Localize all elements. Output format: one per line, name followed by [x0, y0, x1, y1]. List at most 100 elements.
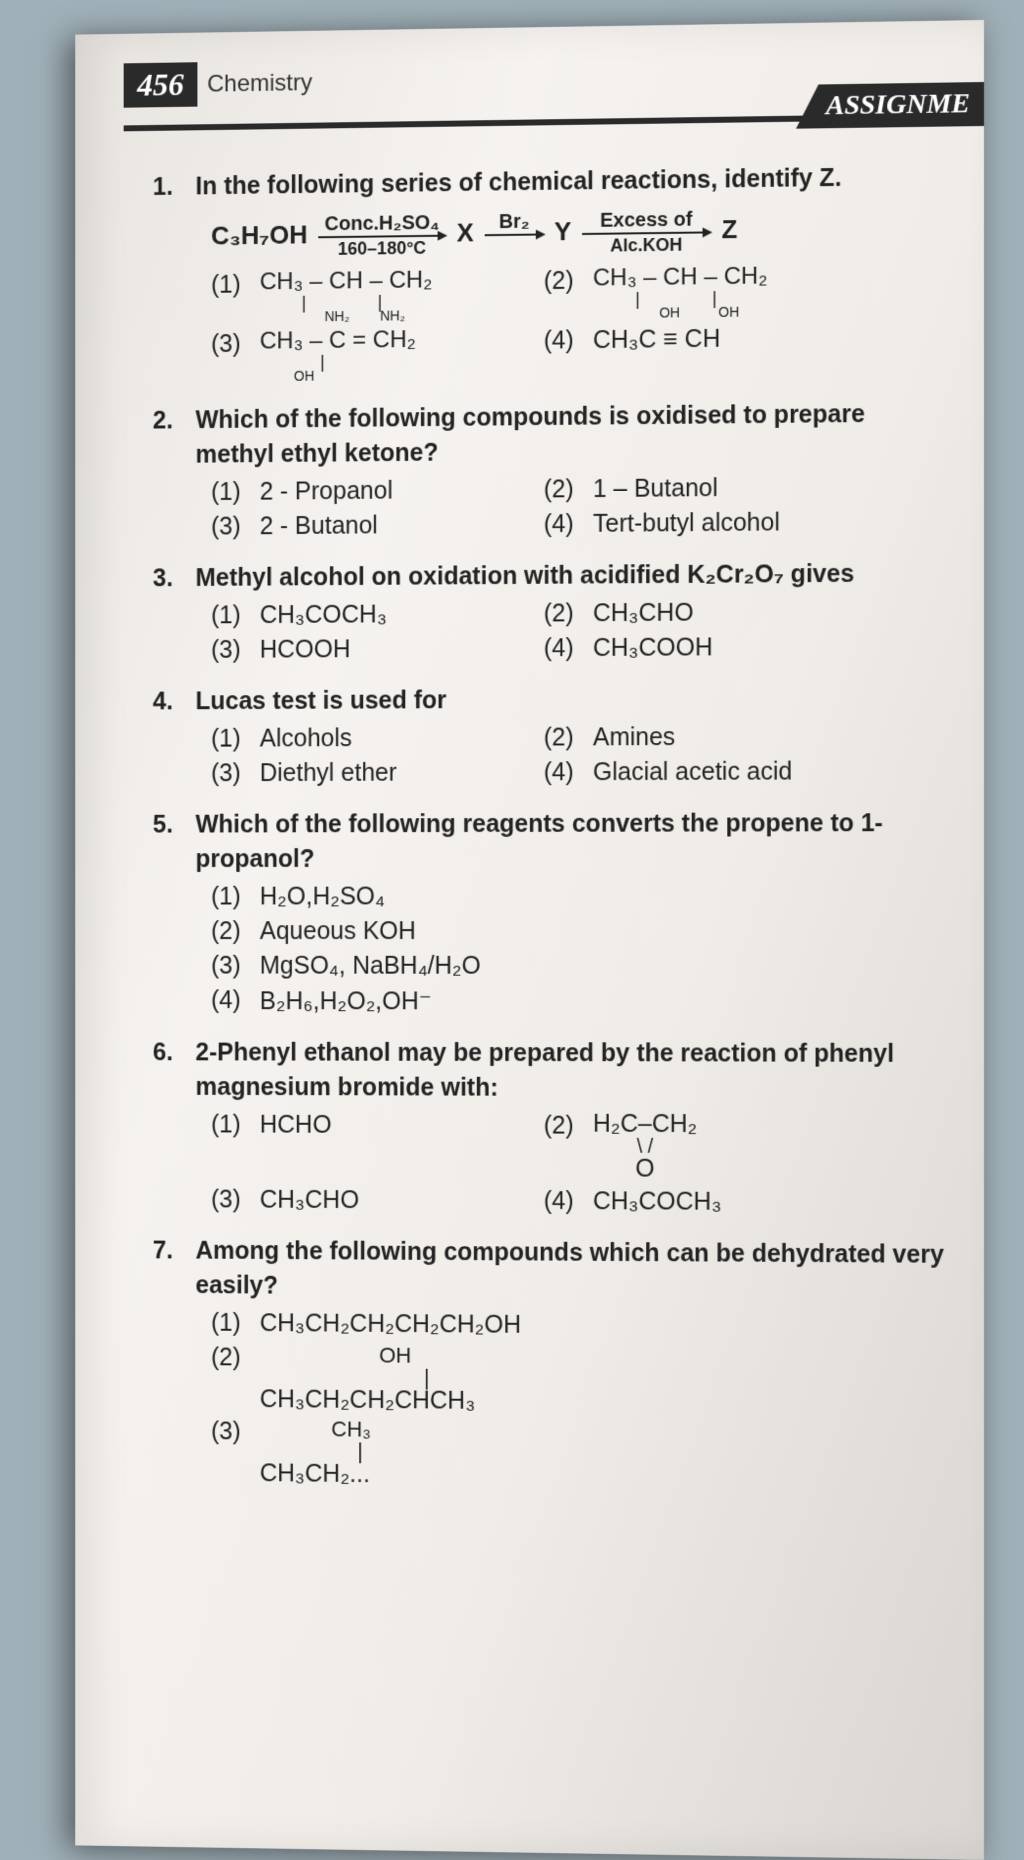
q2-opt2: (2)1 – Butanol	[544, 473, 881, 505]
arrow3-bot: Alc.KOH	[582, 235, 710, 254]
question-4: 4. Lucas test is used for	[153, 681, 944, 719]
q3-o2n: (2)	[544, 599, 593, 628]
q3-opt3: (3)HCOOH	[211, 634, 544, 664]
arrow2-line	[485, 233, 544, 236]
q4-o2: Amines	[593, 723, 675, 752]
arrow-2: Br₂	[485, 212, 544, 256]
q2-o4n: (4)	[544, 510, 593, 539]
q5-o3: MgSO₄, NaBH₄/H₂O	[260, 952, 481, 981]
q6-o3n: (3)	[211, 1186, 260, 1215]
q4-o3: Diethyl ether	[260, 759, 397, 788]
q1-opt1-n: (1)	[211, 271, 260, 325]
q2-o4: Tert-butyl alcohol	[593, 509, 780, 539]
question-1: 1. In the following series of chemical r…	[153, 160, 944, 205]
q1-opt4: (4) CH₃C ≡ CH	[544, 323, 881, 380]
q7-o1n: (1)	[211, 1309, 260, 1338]
q3-num: 3.	[153, 561, 196, 596]
q7-o3-main: CH₃CH₂...	[260, 1461, 371, 1487]
q1-opt3-sub: OH	[260, 368, 416, 383]
q3-opt1: (1)CH₃COCH₃	[211, 600, 544, 631]
q6-opt3: (3)CH₃CHO	[211, 1186, 544, 1216]
q1-opt2-top: CH₃ – CH – CH₂	[593, 265, 767, 291]
q6-opt1: (1)HCHO	[211, 1111, 544, 1181]
q4-o1: Alcohols	[260, 724, 352, 753]
q1-reactant: C₃H₇OH	[211, 219, 307, 250]
arrow2-bot	[485, 237, 544, 256]
q7-o2-top: OH	[260, 1344, 475, 1367]
q7-o2-struct: OH | CH₃CH₂CH₂CHCH₃	[260, 1344, 475, 1414]
q1-x: X	[457, 217, 474, 247]
q6-o1: HCHO	[260, 1111, 332, 1180]
q3-o3n: (3)	[211, 636, 260, 665]
q7-o2-main: CH₃CH₂CH₂CHCH₃	[260, 1387, 475, 1413]
q1-opt2-struct: CH₃ – CH – CH₂ | | OH OH	[593, 265, 767, 321]
question-2: 2. Which of the following compounds is o…	[153, 396, 944, 473]
q5-opt4: (4)B₂H₆,H₂O₂,OH⁻	[211, 986, 544, 1016]
subject-label: Chemistry	[207, 69, 312, 98]
q2-opt4: (4)Tert-butyl alcohol	[544, 508, 881, 539]
q3-o4n: (4)	[544, 634, 593, 663]
q4-num: 4.	[153, 685, 196, 720]
q7-opt2: (2) OH | CH₃CH₂CH₂CHCH₃	[211, 1343, 702, 1415]
q3-o2: CH₃CHO	[593, 599, 694, 628]
q1-opt4-txt: CH₃C ≡ CH	[593, 325, 720, 380]
q7-opt3: (3) CH₃ | CH₃CH₂...	[211, 1417, 702, 1490]
q4-opt4: (4)Glacial acetic acid	[544, 757, 881, 787]
q7-o3-top: CH₃	[260, 1418, 371, 1441]
q7-opt1: (1)CH₃CH₂CH₂CH₂CH₂OH	[211, 1309, 702, 1341]
q2-o1n: (1)	[211, 478, 260, 507]
q2-o1: 2 - Propanol	[260, 477, 393, 507]
q6-o2-top: H₂C–CH₂	[593, 1112, 697, 1137]
q5-opt2: (2)Aqueous KOH	[211, 917, 544, 946]
arrow1-bot: 160–180°C	[318, 239, 445, 258]
assignment-tab: ASSIGNME	[796, 82, 984, 129]
q1-opt1-struct: CH₃ – CH – CH₂ | | NH₂ NH₂	[260, 269, 432, 324]
q7-o1: CH₃CH₂CH₂CH₂CH₂OH	[260, 1309, 521, 1339]
q7-o3n: (3)	[211, 1417, 260, 1486]
q3-opt4: (4)CH₃COOH	[544, 633, 881, 664]
q7-options: (1)CH₃CH₂CH₂CH₂CH₂OH (2) OH | CH₃CH₂CH₂C…	[211, 1309, 944, 1493]
q4-options: (1)Alcohols (2)Amines (3)Diethyl ether (…	[211, 722, 944, 788]
q7-o2n: (2)	[211, 1343, 260, 1411]
q5-o3n: (3)	[211, 952, 260, 981]
q4-opt1: (1)Alcohols	[211, 724, 544, 754]
question-6: 6. 2-Phenyl ethanol may be prepared by t…	[153, 1036, 944, 1107]
q6-o2-bot: O	[593, 1157, 697, 1182]
q3-o4: CH₃COOH	[593, 633, 713, 662]
question-5: 5. Which of the following reagents conve…	[153, 806, 944, 877]
q4-o2n: (2)	[544, 723, 593, 752]
q5-o4n: (4)	[211, 986, 260, 1016]
arrow1-top: Conc.H₂SO₄	[318, 213, 445, 234]
q1-opt1: (1) CH₃ – CH – CH₂ | | NH₂ NH₂	[211, 267, 544, 324]
q3-o1n: (1)	[211, 601, 260, 630]
q6-o1n: (1)	[211, 1111, 260, 1180]
question-3: 3. Methyl alcohol on oxidation with acid…	[153, 556, 944, 596]
q5-num: 5.	[153, 808, 196, 877]
q3-o3: HCOOH	[260, 635, 351, 664]
q6-o4n: (4)	[544, 1187, 593, 1216]
q7-o3-struct: CH₃ | CH₃CH₂...	[260, 1418, 371, 1487]
q4-opt3: (3)Diethyl ether	[211, 758, 544, 788]
q6-o4: CH₃COCH₃	[593, 1187, 722, 1216]
page: 456 Chemistry ASSIGNME 1. In the followi…	[75, 20, 984, 1860]
q2-num: 2.	[153, 403, 196, 472]
q1-opt2: (2) CH₃ – CH – CH₂ | | OH OH	[544, 263, 881, 321]
q1-opt2-n: (2)	[544, 267, 593, 321]
q3-opt2: (2)CH₃CHO	[544, 598, 881, 629]
q5-o2n: (2)	[211, 917, 260, 946]
q2-opt1: (1)2 - Propanol	[211, 476, 544, 507]
q5-o1n: (1)	[211, 883, 260, 912]
arrow-3: Excess of Alc.KOH	[582, 210, 710, 255]
q5-options: (1)H₂O,H₂SO₄ (2)Aqueous KOH (3)MgSO₄, Na…	[211, 882, 944, 1017]
q3-text: Methyl alcohol on oxidation with acidifi…	[195, 556, 944, 596]
q1-opt3-top: CH₃ – C = CH₂	[260, 328, 416, 353]
q5-text: Which of the following reagents converts…	[195, 806, 944, 877]
q6-o3: CH₃CHO	[260, 1186, 359, 1215]
q7-num: 7.	[153, 1234, 196, 1303]
q4-o1n: (1)	[211, 725, 260, 754]
q2-o3n: (3)	[211, 512, 260, 541]
q1-opt3-n: (3)	[211, 330, 260, 384]
q3-options: (1)CH₃COCH₃ (2)CH₃CHO (3)HCOOH (4)CH₃COO…	[211, 597, 944, 665]
q5-o2: Aqueous KOH	[260, 917, 416, 946]
q1-options: (1) CH₃ – CH – CH₂ | | NH₂ NH₂ (2) CH₃ –…	[211, 262, 944, 383]
